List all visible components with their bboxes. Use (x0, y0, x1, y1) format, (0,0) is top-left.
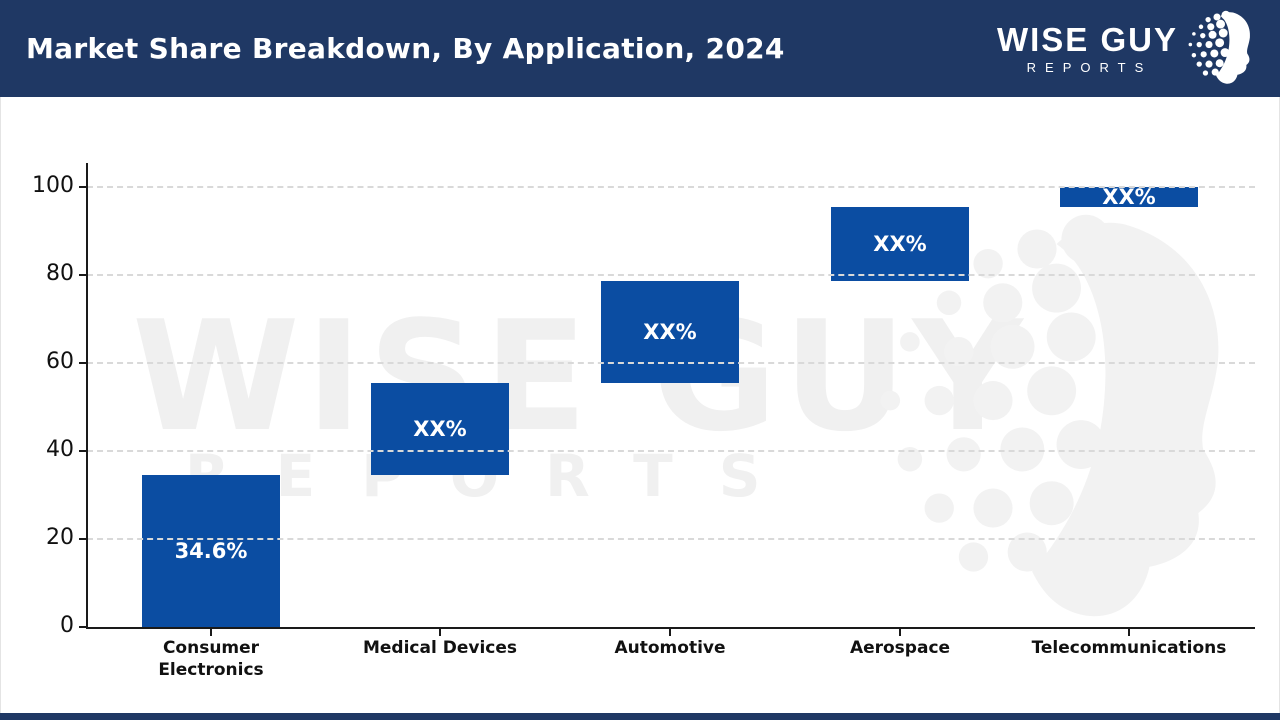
y-tick-mark-0 (79, 626, 87, 628)
footer-bar (0, 713, 1280, 720)
y-tick-mark-60 (79, 362, 87, 364)
bar-telecommunications: XX% (1060, 184, 1198, 209)
y-tick-label-80: 80 (46, 261, 74, 286)
bar-value-label-medical-devices: XX% (413, 416, 467, 441)
bar-value-label-consumer-electronics: 34.6% (174, 538, 248, 563)
gridline-60 (87, 362, 1255, 364)
y-tick-label-100: 100 (32, 173, 74, 198)
gridline-20 (87, 538, 1255, 540)
y-tick-mark-20 (79, 538, 87, 540)
x-category-label-consumer-electronics: Consumer Electronics (96, 637, 326, 681)
bar-value-label-telecommunications: XX% (1102, 184, 1156, 209)
wise-guy-reports-logo: WISE GUY REPORTS (997, 9, 1254, 89)
x-axis-line (86, 627, 1255, 629)
bar-value-label-aerospace: XX% (873, 231, 927, 256)
x-tick-mark-telecommunications (1128, 627, 1130, 636)
gridline-80 (87, 274, 1255, 276)
x-category-label-line: Electronics (158, 660, 264, 680)
watermark-head-graphic (880, 214, 1219, 617)
logo-head-icon (1188, 10, 1250, 84)
gridline-40 (87, 450, 1255, 452)
x-tick-mark-consumer-electronics (210, 627, 212, 636)
x-tick-mark-automotive (669, 627, 671, 636)
y-tick-mark-100 (79, 186, 87, 188)
bar-medical-devices: XX% (371, 382, 509, 475)
bar-consumer-electronics: 34.6% (142, 474, 280, 627)
x-category-label-aerospace: Aerospace (785, 637, 1015, 659)
header-bar: Market Share Breakdown, By Application, … (0, 0, 1280, 97)
logo-text: WISE GUY REPORTS (997, 23, 1178, 74)
bar-aerospace: XX% (831, 206, 969, 282)
bar-value-label-automotive: XX% (643, 319, 697, 344)
page-title: Market Share Breakdown, By Application, … (26, 32, 785, 65)
x-tick-mark-medical-devices (439, 627, 441, 636)
y-axis-line (86, 163, 88, 629)
y-tick-label-0: 0 (60, 613, 74, 638)
x-category-label-telecommunications: Telecommunications (1014, 637, 1244, 659)
x-category-label-automotive: Automotive (555, 637, 785, 659)
y-tick-mark-80 (79, 274, 87, 276)
x-category-label-line: Aerospace (849, 638, 951, 658)
y-tick-label-40: 40 (46, 437, 74, 462)
x-tick-mark-aerospace (899, 627, 901, 636)
x-category-label-line: Medical Devices (362, 638, 517, 658)
x-category-label-medical-devices: Medical Devices (325, 637, 555, 659)
y-tick-mark-40 (79, 450, 87, 452)
y-tick-label-60: 60 (46, 349, 74, 374)
y-tick-label-20: 20 (46, 525, 74, 550)
x-category-label-line: Automotive (614, 638, 726, 658)
logo-subtext: REPORTS (1026, 60, 1153, 75)
logo-wordmark: WISE GUY (996, 21, 1178, 58)
x-category-label-line: Telecommunications (1031, 638, 1227, 658)
bar-automotive: XX% (601, 281, 739, 383)
gridline-100 (87, 186, 1255, 188)
x-category-label-line: Consumer (162, 638, 260, 658)
watermark-text-line1: WISE GUY (132, 288, 1029, 465)
